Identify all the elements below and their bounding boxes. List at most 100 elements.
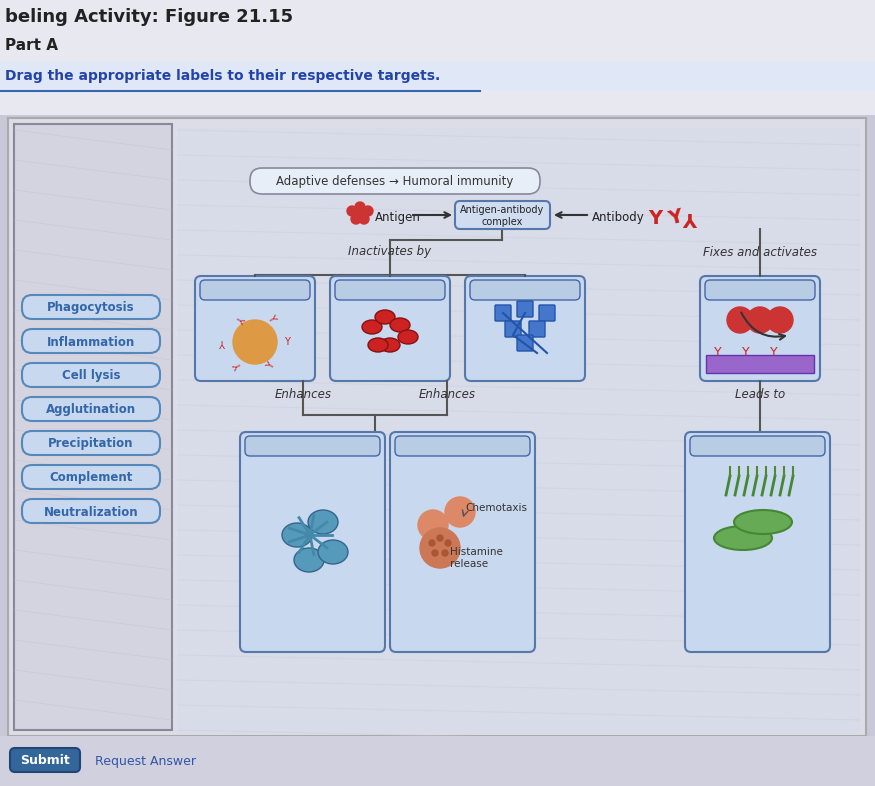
FancyBboxPatch shape	[22, 329, 160, 353]
FancyBboxPatch shape	[240, 432, 385, 652]
Ellipse shape	[368, 338, 388, 352]
Text: Y: Y	[234, 362, 245, 371]
Text: Y: Y	[284, 337, 290, 347]
FancyBboxPatch shape	[505, 321, 521, 337]
FancyBboxPatch shape	[465, 276, 585, 381]
Circle shape	[351, 214, 361, 224]
Text: Adaptive defenses → Humoral immunity: Adaptive defenses → Humoral immunity	[276, 175, 514, 189]
Bar	[8, 118, 866, 736]
Circle shape	[432, 550, 438, 556]
Circle shape	[429, 540, 435, 546]
FancyBboxPatch shape	[245, 436, 380, 456]
Text: Submit: Submit	[20, 754, 70, 766]
Text: Fixes and activates: Fixes and activates	[703, 245, 817, 259]
FancyBboxPatch shape	[395, 436, 530, 456]
Text: Y: Y	[742, 347, 750, 359]
Text: Y: Y	[220, 337, 226, 347]
Circle shape	[420, 528, 460, 568]
Text: Drag the appropriate labels to their respective targets.: Drag the appropriate labels to their res…	[5, 69, 440, 83]
Text: Inflammation: Inflammation	[47, 336, 135, 348]
Text: Cell lysis: Cell lysis	[62, 369, 120, 383]
Circle shape	[418, 510, 448, 540]
Ellipse shape	[380, 338, 400, 352]
FancyBboxPatch shape	[22, 465, 160, 489]
Text: Agglutination: Agglutination	[46, 403, 136, 417]
FancyBboxPatch shape	[330, 276, 450, 381]
Circle shape	[233, 320, 277, 364]
Bar	[0, 736, 875, 786]
Text: Y: Y	[684, 208, 698, 227]
Ellipse shape	[390, 318, 410, 332]
FancyBboxPatch shape	[22, 363, 160, 387]
Circle shape	[359, 214, 369, 224]
FancyBboxPatch shape	[470, 280, 580, 300]
Text: Enhances: Enhances	[275, 388, 332, 402]
Bar	[0, 0, 875, 115]
Text: Y: Y	[234, 313, 245, 323]
Text: Y: Y	[265, 362, 276, 371]
Text: Neutralization: Neutralization	[44, 505, 138, 519]
FancyBboxPatch shape	[200, 280, 310, 300]
Ellipse shape	[308, 510, 338, 534]
FancyBboxPatch shape	[455, 201, 550, 229]
Ellipse shape	[282, 523, 312, 547]
Text: Y: Y	[770, 347, 778, 359]
Text: Enhances: Enhances	[418, 388, 475, 402]
Circle shape	[347, 206, 357, 216]
FancyBboxPatch shape	[700, 276, 820, 381]
FancyBboxPatch shape	[335, 280, 445, 300]
Circle shape	[437, 535, 443, 541]
Text: Y: Y	[265, 313, 276, 323]
FancyBboxPatch shape	[529, 321, 545, 337]
Circle shape	[363, 206, 373, 216]
Text: Part A: Part A	[5, 38, 58, 53]
Text: Antigen-antibody
complex: Antigen-antibody complex	[460, 205, 544, 227]
Circle shape	[445, 540, 451, 546]
Text: Histamine
release: Histamine release	[450, 547, 503, 569]
Circle shape	[355, 202, 365, 212]
Text: Precipitation: Precipitation	[48, 438, 134, 450]
Ellipse shape	[294, 548, 324, 572]
Ellipse shape	[362, 320, 382, 334]
Text: Antigen: Antigen	[375, 211, 421, 223]
Text: Request Answer: Request Answer	[95, 755, 196, 767]
Bar	[14, 124, 172, 730]
FancyBboxPatch shape	[705, 280, 815, 300]
Ellipse shape	[318, 540, 348, 564]
Text: Phagocytosis: Phagocytosis	[47, 302, 135, 314]
Text: Y: Y	[666, 207, 684, 229]
FancyBboxPatch shape	[690, 436, 825, 456]
FancyBboxPatch shape	[539, 305, 555, 321]
Circle shape	[767, 307, 793, 333]
FancyBboxPatch shape	[495, 305, 511, 321]
Text: beling Activity: Figure 21.15: beling Activity: Figure 21.15	[5, 8, 293, 26]
Ellipse shape	[398, 330, 418, 344]
Text: Chemotaxis: Chemotaxis	[465, 503, 527, 513]
FancyBboxPatch shape	[517, 335, 533, 351]
Bar	[706, 355, 814, 373]
Circle shape	[747, 307, 773, 333]
FancyBboxPatch shape	[22, 295, 160, 319]
Circle shape	[727, 307, 753, 333]
Bar	[0, 62, 875, 90]
FancyBboxPatch shape	[22, 397, 160, 421]
FancyBboxPatch shape	[22, 499, 160, 523]
Ellipse shape	[734, 510, 792, 534]
Circle shape	[442, 550, 448, 556]
Text: Inactivates by: Inactivates by	[348, 245, 431, 259]
Text: Complement: Complement	[49, 472, 133, 484]
FancyBboxPatch shape	[22, 431, 160, 455]
FancyBboxPatch shape	[10, 748, 80, 772]
Text: Y: Y	[648, 208, 662, 227]
FancyBboxPatch shape	[685, 432, 830, 652]
Text: Antibody: Antibody	[592, 211, 645, 223]
FancyBboxPatch shape	[250, 168, 540, 194]
Circle shape	[445, 497, 475, 527]
Ellipse shape	[714, 526, 772, 550]
FancyBboxPatch shape	[195, 276, 315, 381]
Ellipse shape	[375, 310, 395, 324]
Circle shape	[355, 210, 365, 220]
Text: Leads to: Leads to	[735, 388, 785, 402]
Bar	[178, 128, 860, 734]
FancyBboxPatch shape	[390, 432, 535, 652]
